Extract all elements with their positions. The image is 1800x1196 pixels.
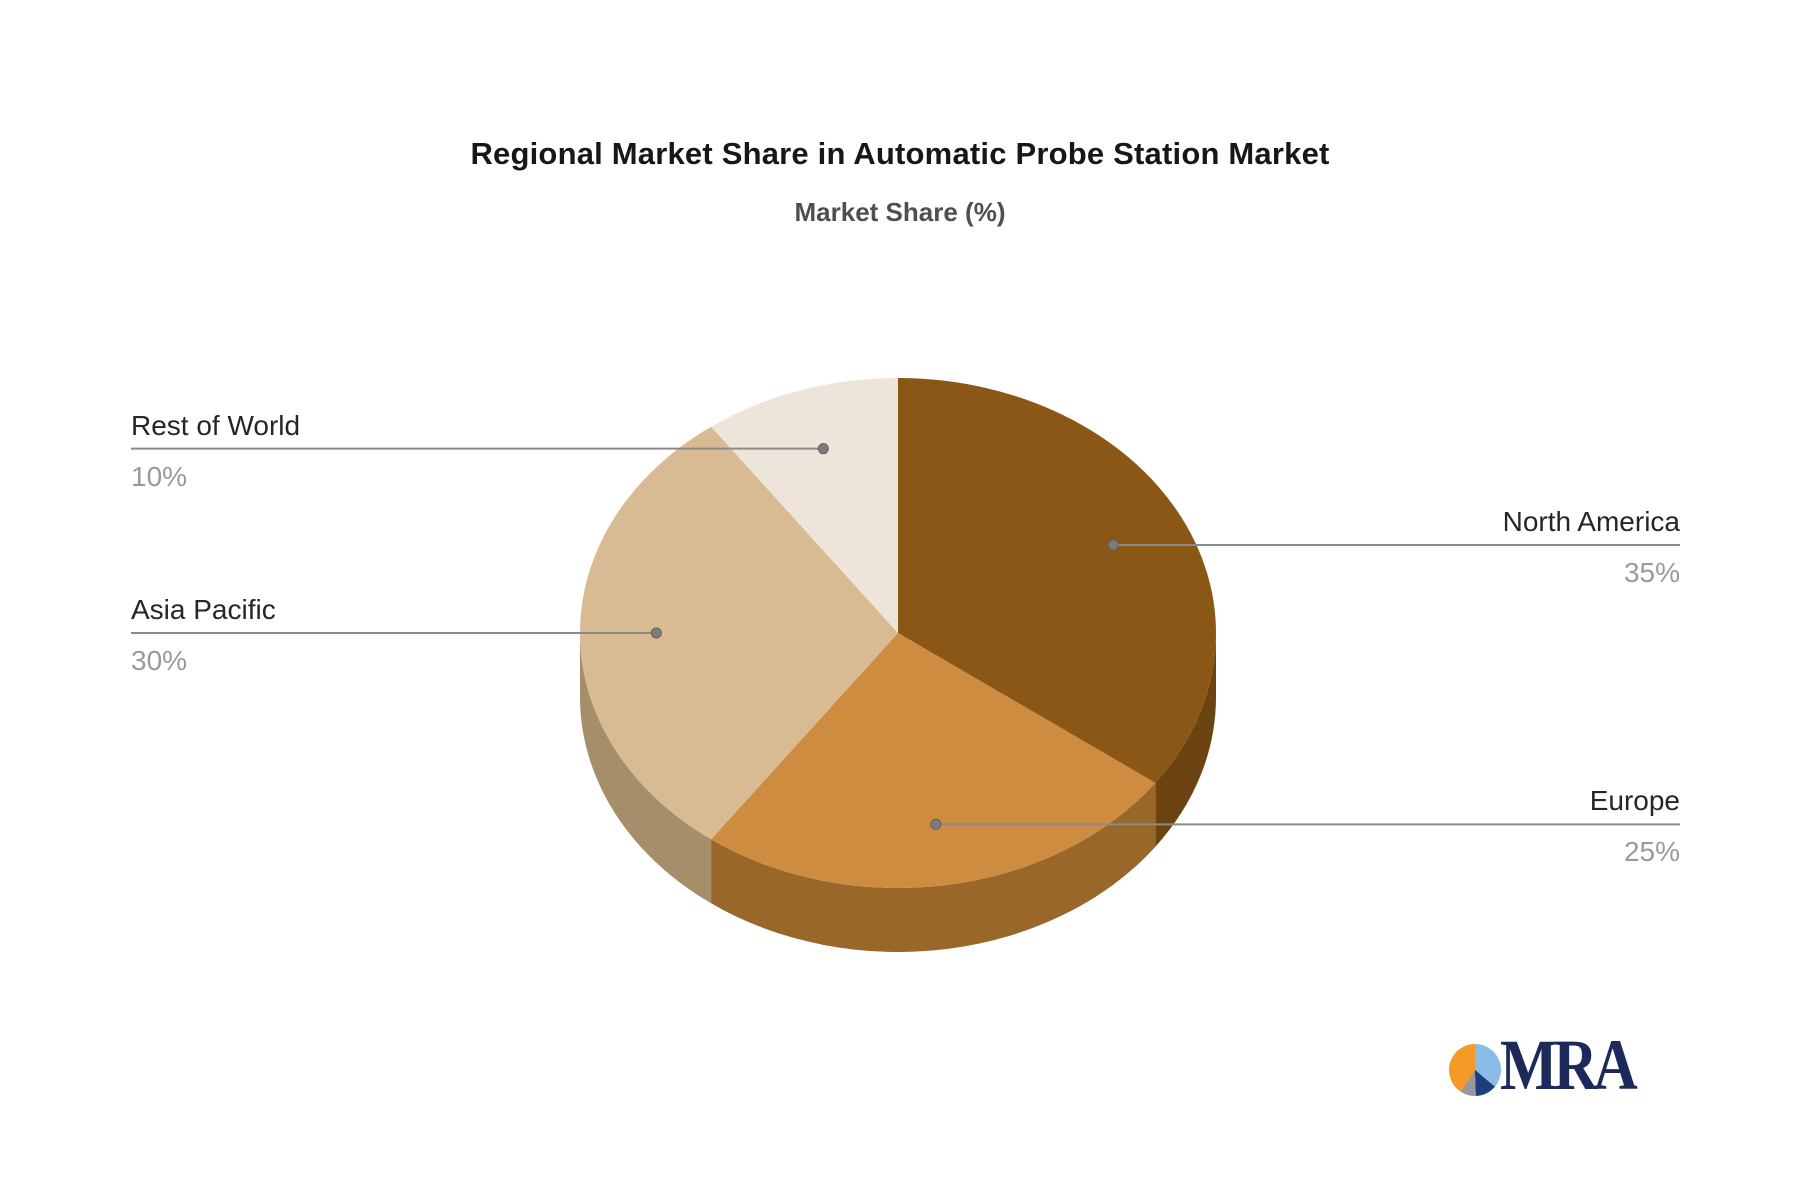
pie-slice-asia-pacific[interactable] (580, 426, 898, 840)
logo-pie-icon (1449, 1044, 1501, 1096)
slice-value: 25% (1623, 836, 1680, 868)
logo-text: MRA (1500, 1025, 1638, 1105)
chart-title: Regional Market Share in Automatic Probe… (470, 136, 1330, 171)
leader-dot-rest-of-world (817, 443, 829, 455)
pie-slice-rest-of-world[interactable] (711, 378, 898, 633)
slice-value: 30% (131, 645, 188, 676)
pie-slice-north-america[interactable] (898, 378, 1217, 783)
slice-name: North America (1502, 506, 1680, 538)
leader-dot-europe (930, 818, 942, 830)
pie-slice-side-asia-pacific (580, 633, 712, 904)
slice-value: 35% (1623, 557, 1680, 589)
slice-value: 10% (131, 460, 188, 492)
slice-name: Rest of World (131, 409, 301, 441)
chart-subtitle: Market Share (%) (794, 197, 1006, 227)
slice-name: Asia Pacific (131, 594, 276, 625)
leader-dot-north-america (1107, 539, 1119, 551)
leader-dot-asia-pacific (650, 627, 662, 639)
pie-slice-side-north-america (1155, 633, 1216, 847)
pie-slice-side-europe (711, 782, 1156, 953)
slice-name: Europe (1589, 785, 1680, 817)
